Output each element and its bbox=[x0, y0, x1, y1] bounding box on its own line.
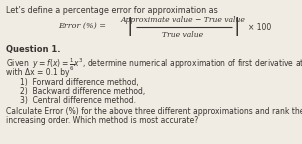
Text: |: | bbox=[234, 18, 240, 36]
Text: |: | bbox=[127, 18, 133, 36]
Text: Calculate Error (%) for the above three different approximations and rank them i: Calculate Error (%) for the above three … bbox=[6, 107, 302, 116]
Text: Error (%) =: Error (%) = bbox=[58, 22, 106, 30]
Text: Approximate value − True value: Approximate value − True value bbox=[120, 16, 246, 24]
Text: 1)  Forward difference method,: 1) Forward difference method, bbox=[20, 78, 139, 87]
Text: with Δx = 0.1 by: with Δx = 0.1 by bbox=[6, 68, 69, 77]
Text: 2)  Backward difference method,: 2) Backward difference method, bbox=[20, 87, 145, 96]
Text: Question 1.: Question 1. bbox=[6, 45, 60, 54]
Text: increasing order. Which method is most accurate?: increasing order. Which method is most a… bbox=[6, 116, 198, 125]
Text: × 100: × 100 bbox=[248, 22, 271, 32]
Text: True value: True value bbox=[162, 31, 204, 39]
Text: Let’s define a percentage error for approximation as: Let’s define a percentage error for appr… bbox=[6, 6, 218, 15]
Text: 3)  Central difference method.: 3) Central difference method. bbox=[20, 96, 136, 105]
Text: Given  $y = f(x) = \frac{1}{6}x^3$, determine numerical approximation of first d: Given $y = f(x) = \frac{1}{6}x^3$, deter… bbox=[6, 57, 302, 73]
